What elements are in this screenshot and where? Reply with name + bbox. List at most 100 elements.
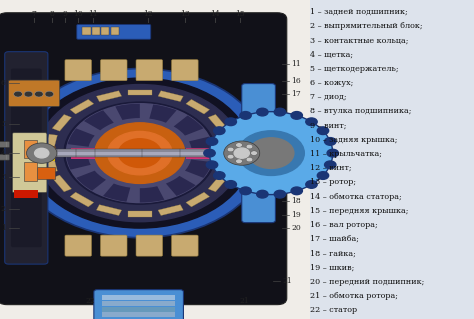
FancyBboxPatch shape <box>9 149 291 157</box>
Text: 14: 14 <box>210 10 220 18</box>
Circle shape <box>327 149 338 157</box>
Text: 10 – задняя крышка;: 10 – задняя крышка; <box>310 136 398 144</box>
FancyBboxPatch shape <box>172 235 198 256</box>
Circle shape <box>214 172 225 179</box>
Text: 11: 11 <box>291 60 301 68</box>
Text: 1 – задней подшипник;: 1 – задней подшипник; <box>310 8 408 16</box>
Circle shape <box>28 78 251 228</box>
Wedge shape <box>84 110 114 130</box>
Text: 4 – щетка;: 4 – щетка; <box>310 51 354 59</box>
Circle shape <box>118 139 161 167</box>
FancyBboxPatch shape <box>102 295 175 300</box>
Text: 7: 7 <box>32 10 36 18</box>
Circle shape <box>325 161 336 169</box>
FancyBboxPatch shape <box>101 27 109 35</box>
Circle shape <box>35 148 49 158</box>
FancyBboxPatch shape <box>9 80 60 107</box>
FancyBboxPatch shape <box>37 167 55 179</box>
Text: 2: 2 <box>1 205 6 213</box>
Circle shape <box>206 161 218 169</box>
Circle shape <box>38 85 242 222</box>
Text: 9 – винт;: 9 – винт; <box>310 122 347 130</box>
FancyBboxPatch shape <box>0 142 9 147</box>
FancyBboxPatch shape <box>12 133 47 193</box>
Circle shape <box>236 143 242 147</box>
Text: 20: 20 <box>291 224 301 232</box>
FancyBboxPatch shape <box>158 205 183 216</box>
Text: 3: 3 <box>1 173 6 181</box>
FancyBboxPatch shape <box>70 99 94 114</box>
Text: 1: 1 <box>1 224 6 232</box>
Text: 17 – шайба;: 17 – шайба; <box>310 235 359 243</box>
FancyBboxPatch shape <box>9 152 291 155</box>
FancyBboxPatch shape <box>70 192 94 207</box>
Text: 12: 12 <box>143 10 153 18</box>
FancyBboxPatch shape <box>222 155 235 172</box>
Circle shape <box>274 190 286 198</box>
FancyBboxPatch shape <box>71 151 95 159</box>
Circle shape <box>306 118 317 126</box>
Circle shape <box>66 104 213 203</box>
Text: 6 – кожух;: 6 – кожух; <box>310 79 354 87</box>
Wedge shape <box>173 115 203 136</box>
Circle shape <box>246 145 253 149</box>
FancyBboxPatch shape <box>172 60 198 81</box>
Circle shape <box>35 91 43 97</box>
Text: 3 – контактные кольца;: 3 – контактные кольца; <box>310 36 409 44</box>
Text: 17: 17 <box>291 90 301 98</box>
Circle shape <box>291 112 302 119</box>
FancyBboxPatch shape <box>102 307 175 312</box>
FancyBboxPatch shape <box>102 301 175 306</box>
FancyBboxPatch shape <box>94 290 183 319</box>
FancyBboxPatch shape <box>186 99 210 114</box>
Text: 8 – втулка подшипника;: 8 – втулка подшипника; <box>310 107 412 115</box>
Circle shape <box>240 187 251 195</box>
Circle shape <box>234 148 249 158</box>
FancyBboxPatch shape <box>45 155 57 172</box>
FancyBboxPatch shape <box>242 84 275 223</box>
FancyBboxPatch shape <box>0 0 310 319</box>
Text: 5: 5 <box>1 120 6 129</box>
FancyBboxPatch shape <box>186 151 210 159</box>
FancyBboxPatch shape <box>128 90 152 95</box>
FancyBboxPatch shape <box>52 115 72 131</box>
Wedge shape <box>185 160 212 178</box>
FancyBboxPatch shape <box>0 13 287 305</box>
Circle shape <box>317 127 328 135</box>
Text: 16 – вал ротора;: 16 – вал ротора; <box>310 221 378 229</box>
FancyBboxPatch shape <box>45 134 57 151</box>
FancyBboxPatch shape <box>52 175 72 192</box>
FancyBboxPatch shape <box>136 60 163 81</box>
FancyBboxPatch shape <box>77 25 151 39</box>
Wedge shape <box>76 171 106 191</box>
Text: 21: 21 <box>282 277 292 285</box>
Text: 11 – крыльчатка;: 11 – крыльчатка; <box>310 150 383 158</box>
Wedge shape <box>140 186 164 203</box>
FancyBboxPatch shape <box>6 91 30 215</box>
Text: 9: 9 <box>63 10 68 18</box>
FancyBboxPatch shape <box>71 148 95 155</box>
FancyBboxPatch shape <box>128 211 152 217</box>
Wedge shape <box>189 137 213 153</box>
FancyBboxPatch shape <box>14 190 38 198</box>
FancyBboxPatch shape <box>82 27 91 35</box>
FancyBboxPatch shape <box>65 235 91 256</box>
Circle shape <box>78 150 88 156</box>
FancyBboxPatch shape <box>158 91 183 101</box>
Circle shape <box>228 147 234 152</box>
Text: 7 – диод;: 7 – диод; <box>310 93 347 101</box>
Circle shape <box>64 102 216 204</box>
Circle shape <box>206 137 218 145</box>
Text: 18 – гайка;: 18 – гайка; <box>310 249 356 257</box>
Circle shape <box>236 159 242 163</box>
Circle shape <box>240 112 251 119</box>
Circle shape <box>256 108 268 116</box>
Text: 14 – обмотка статора;: 14 – обмотка статора; <box>310 193 402 201</box>
Wedge shape <box>66 153 91 170</box>
Circle shape <box>274 108 286 116</box>
FancyBboxPatch shape <box>5 52 48 264</box>
FancyBboxPatch shape <box>96 91 122 101</box>
Text: 18: 18 <box>291 197 301 205</box>
FancyBboxPatch shape <box>24 162 37 181</box>
Text: 13 – ротор;: 13 – ротор; <box>310 178 356 186</box>
